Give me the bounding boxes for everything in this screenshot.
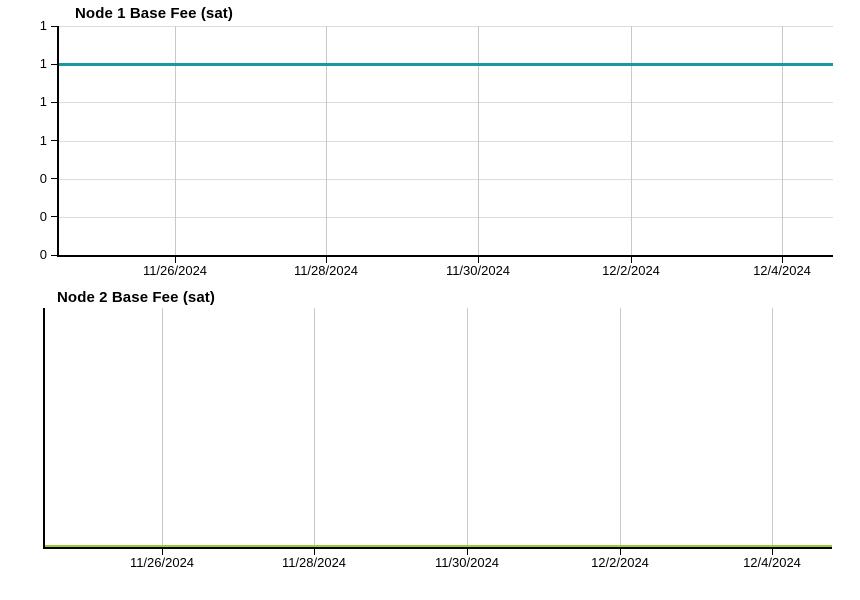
x-axis-tick [620,549,621,555]
y-axis-tick [51,216,57,218]
x-axis-tick-label: 11/26/2024 [142,263,208,278]
x-axis-tick-label: 11/28/2024 [293,263,359,278]
x-axis-tick-label: 12/4/2024 [753,263,811,278]
x-axis-tick-label: 11/26/2024 [129,555,195,570]
series-line-node-2 [45,545,832,547]
vertical-gridline [162,308,163,547]
x-axis-tick [467,549,468,555]
y-axis-tick [51,101,57,103]
y-axis-tick-label: 0 [39,208,47,224]
y-axis-tick [51,140,57,141]
x-axis-tick [175,257,176,263]
horizontal-gridline [59,178,833,180]
series-line-node-1 [59,62,833,66]
y-axis-tick-label: 1 [39,94,47,110]
y-axis-tick [51,254,57,256]
vertical-gridline [631,26,632,255]
y-axis-tick [51,63,57,65]
y-axis-tick-label: 0 [39,247,47,262]
vertical-gridline [314,308,315,547]
vertical-gridline [326,26,327,255]
vertical-gridline [467,308,468,547]
plot-area-node-1: 1 1 1 1 0 0 0 11/26/2024 11/28/2024 11/30/2024 12/… [40,18,833,278]
horizontal-gridline [59,216,833,218]
plot-inner-node-1: 1 1 1 1 0 0 0 11/26/2024 11/28/2024 11/30/2024 12/… [40,18,833,278]
x-axis-tick-label: 12/2/2024 [602,263,660,278]
vertical-gridline [478,26,479,255]
horizontal-gridline [59,102,833,104]
y-axis-tick [51,178,57,180]
x-axis-tick-label: 12/4/2024 [743,555,801,570]
x-axis-tick [162,549,163,555]
y-axis-tick-label: 0 [39,170,47,186]
vertical-gridline [175,26,176,255]
plot-inner-node-2: 11/26/2024 11/28/2024 11/30/2024 12/2/2024 1… [45,308,832,570]
y-axis-tick-label: 1 [39,56,47,72]
x-axis-tick [782,257,783,263]
chart-title-node-1: Node 1 Base Fee (sat) [75,5,233,22]
x-axis-tick [772,549,773,555]
vertical-gridline [782,26,783,255]
x-axis-tick-label: 11/30/2024 [434,555,500,570]
x-axis-tick [478,257,479,263]
plot-area-node-2: 11/26/2024 11/28/2024 11/30/2024 12/2/2024 1… [43,308,832,570]
horizontal-gridline [59,26,833,27]
x-axis-tick [314,549,315,555]
x-axis-tick [326,257,327,263]
x-axis-tick-label: 11/30/2024 [445,263,511,278]
x-axis-tick [631,257,632,263]
chart-title-node-2: Node 2 Base Fee (sat) [57,289,215,306]
y-axis-tick-label: 1 [39,18,47,33]
y-axis-tick-label: 1 [39,132,47,148]
horizontal-gridline [59,140,833,142]
x-axis-tick-label: 12/2/2024 [591,555,649,570]
vertical-gridline [772,308,773,547]
y-axis-tick [51,25,57,27]
x-axis-tick-label: 11/28/2024 [281,555,347,570]
vertical-gridline [620,308,621,547]
